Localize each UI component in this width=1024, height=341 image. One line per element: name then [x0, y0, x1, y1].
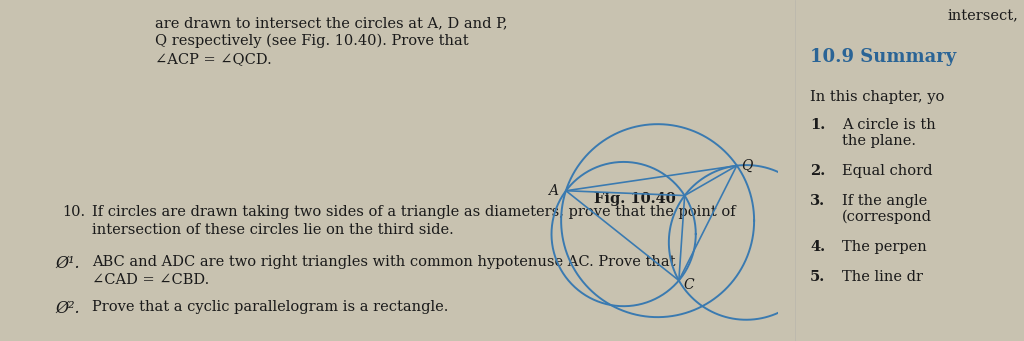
Text: ∠ACP = ∠QCD.: ∠ACP = ∠QCD.	[155, 52, 271, 66]
Text: 5.: 5.	[810, 270, 825, 284]
Text: 2.: 2.	[810, 164, 825, 178]
Text: 1.: 1.	[810, 118, 825, 132]
Text: 10.9 Summary: 10.9 Summary	[810, 48, 956, 66]
Text: Ø¹.: Ø¹.	[55, 255, 80, 272]
Text: intersect,: intersect,	[947, 8, 1018, 22]
Text: A circle is th: A circle is th	[842, 118, 936, 132]
Text: 10.: 10.	[62, 205, 85, 219]
Text: (correspond: (correspond	[842, 210, 932, 224]
Text: The line dr: The line dr	[842, 270, 923, 284]
Text: Prove that a cyclic parallelogram is a rectangle.: Prove that a cyclic parallelogram is a r…	[92, 300, 449, 314]
Text: Fig. 10.40: Fig. 10.40	[594, 192, 676, 206]
Text: ∠CAD = ∠CBD.: ∠CAD = ∠CBD.	[92, 273, 209, 287]
Text: Q: Q	[740, 159, 752, 173]
Text: intersection of these circles lie on the third side.: intersection of these circles lie on the…	[92, 223, 454, 237]
Text: 3.: 3.	[810, 194, 825, 208]
Text: Equal chord: Equal chord	[842, 164, 933, 178]
Text: the plane.: the plane.	[842, 134, 916, 148]
Text: C: C	[683, 278, 694, 292]
Text: Ø².: Ø².	[55, 300, 80, 317]
Text: In this chapter, yo: In this chapter, yo	[810, 90, 944, 104]
Text: 4.: 4.	[810, 240, 825, 254]
Text: If circles are drawn taking two sides of a triangle as diameters, prove that the: If circles are drawn taking two sides of…	[92, 205, 735, 219]
Text: If the angle: If the angle	[842, 194, 928, 208]
Text: ABC and ADC are two right triangles with common hypotenuse AC. Prove that: ABC and ADC are two right triangles with…	[92, 255, 676, 269]
Text: are drawn to intersect the circles at A, D and P,: are drawn to intersect the circles at A,…	[155, 16, 508, 30]
Text: The perpen: The perpen	[842, 240, 927, 254]
Text: Q respectively (see Fig. 10.40). Prove that: Q respectively (see Fig. 10.40). Prove t…	[155, 34, 469, 48]
Text: A: A	[549, 184, 558, 198]
